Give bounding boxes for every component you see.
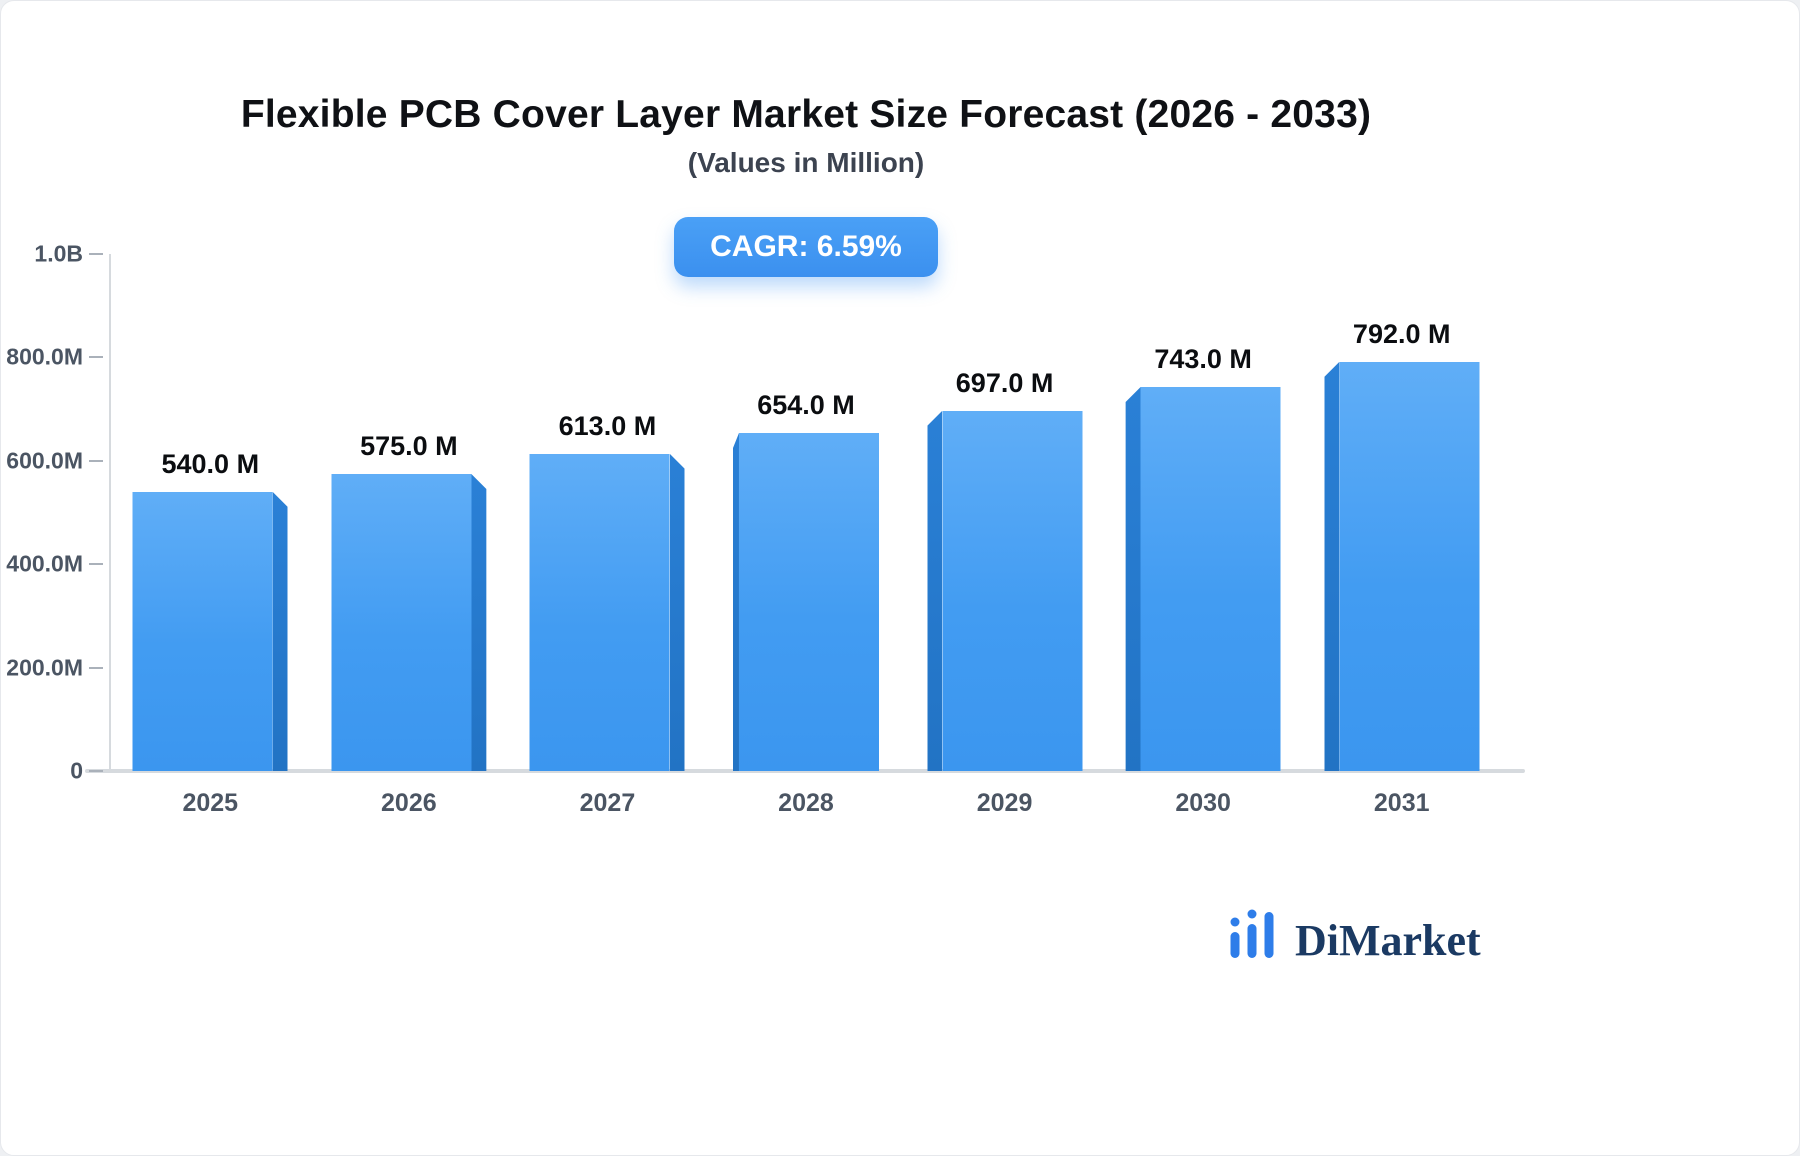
x-axis-tick-label: 2030 bbox=[1175, 789, 1231, 817]
bar bbox=[331, 474, 487, 771]
bar-value-label: 540.0 M bbox=[161, 449, 260, 479]
y-axis-tick-mark bbox=[89, 356, 103, 359]
bar bbox=[1125, 387, 1281, 771]
y-axis-tick-mark bbox=[89, 253, 103, 255]
bar-slot: 654.0 M 2028 bbox=[707, 254, 906, 817]
bar-face bbox=[1339, 362, 1480, 771]
bar-face bbox=[331, 474, 472, 771]
y-axis-tick-mark bbox=[89, 459, 103, 462]
bar-slot: 743.0 M 2030 bbox=[1104, 254, 1303, 817]
y-axis-tick-label: 400.0M bbox=[6, 550, 83, 577]
chart-title: Flexible PCB Cover Layer Market Size For… bbox=[240, 93, 1372, 136]
bar-slot: 697.0 M 2029 bbox=[905, 254, 1104, 817]
brand-logo-text: DiMarket bbox=[1295, 916, 1481, 965]
bar-slot: 792.0 M 2031 bbox=[1302, 254, 1501, 817]
bar-chart-icon bbox=[1229, 906, 1283, 963]
bar-side-face bbox=[927, 411, 943, 771]
x-axis-tick-label: 2027 bbox=[579, 789, 636, 817]
bar-side-face bbox=[1324, 362, 1340, 771]
bar-slot: 575.0 M 2026 bbox=[310, 254, 509, 817]
brand-logo: DiMarket bbox=[1229, 906, 1481, 963]
bar-value-label: 654.0 M bbox=[757, 390, 855, 420]
y-axis-tick-label: 600.0M bbox=[6, 447, 83, 474]
bar-face bbox=[942, 411, 1083, 771]
chart-subtitle: (Values in Million) bbox=[687, 147, 925, 178]
bar bbox=[1324, 362, 1480, 771]
bar-slot: 540.0 M 2025 bbox=[111, 254, 310, 817]
x-axis-tick-label: 2029 bbox=[976, 789, 1033, 817]
cagr-badge: CAGR: 6.59% bbox=[674, 217, 938, 277]
y-axis-tick-mark bbox=[89, 770, 103, 772]
bar bbox=[732, 433, 879, 771]
bar-side-face bbox=[1125, 387, 1141, 771]
bar-side-face bbox=[471, 474, 487, 771]
y-axis-line bbox=[109, 254, 111, 771]
bar-side-face bbox=[272, 492, 288, 771]
bar-slot: 613.0 M 2027 bbox=[508, 254, 707, 817]
bar-face bbox=[738, 433, 879, 771]
bar-face bbox=[529, 454, 670, 771]
bar bbox=[529, 454, 685, 771]
bar-face bbox=[1140, 387, 1281, 771]
y-axis-tick-label: 1.0B bbox=[34, 240, 83, 267]
x-axis-tick-label: 2031 bbox=[1373, 789, 1430, 817]
x-axis-tick-label: 2026 bbox=[381, 789, 437, 817]
x-axis-line bbox=[85, 769, 1525, 773]
y-axis-tick-label: 800.0M bbox=[6, 343, 83, 370]
y-axis-tick-mark bbox=[89, 563, 103, 566]
bar bbox=[927, 411, 1083, 771]
y-axis-tick-label: 200.0M bbox=[6, 654, 83, 681]
bar-value-label: 743.0 M bbox=[1154, 344, 1252, 374]
y-axis-tick-label: 0 bbox=[70, 757, 83, 784]
bar bbox=[132, 492, 288, 771]
bar-value-label: 792.0 M bbox=[1352, 319, 1451, 349]
bar-value-label: 613.0 M bbox=[558, 411, 657, 441]
bar-value-label: 575.0 M bbox=[360, 431, 458, 461]
x-axis-tick-label: 2028 bbox=[778, 789, 834, 817]
bar-side-face bbox=[732, 433, 739, 771]
y-axis-tick-mark bbox=[89, 666, 103, 669]
plot-area: 1.0B 800.0M 600.0M 400.0M 200.0M 0 540.0 M 2025… bbox=[6, 241, 1525, 817]
bar-value-label: 697.0 M bbox=[955, 368, 1054, 398]
x-axis-tick-label: 2025 bbox=[182, 789, 239, 817]
chart-header: Flexible PCB Cover Layer Market Size For… bbox=[1, 1, 1611, 277]
bar-face bbox=[132, 492, 273, 771]
bar-side-face bbox=[669, 454, 685, 771]
